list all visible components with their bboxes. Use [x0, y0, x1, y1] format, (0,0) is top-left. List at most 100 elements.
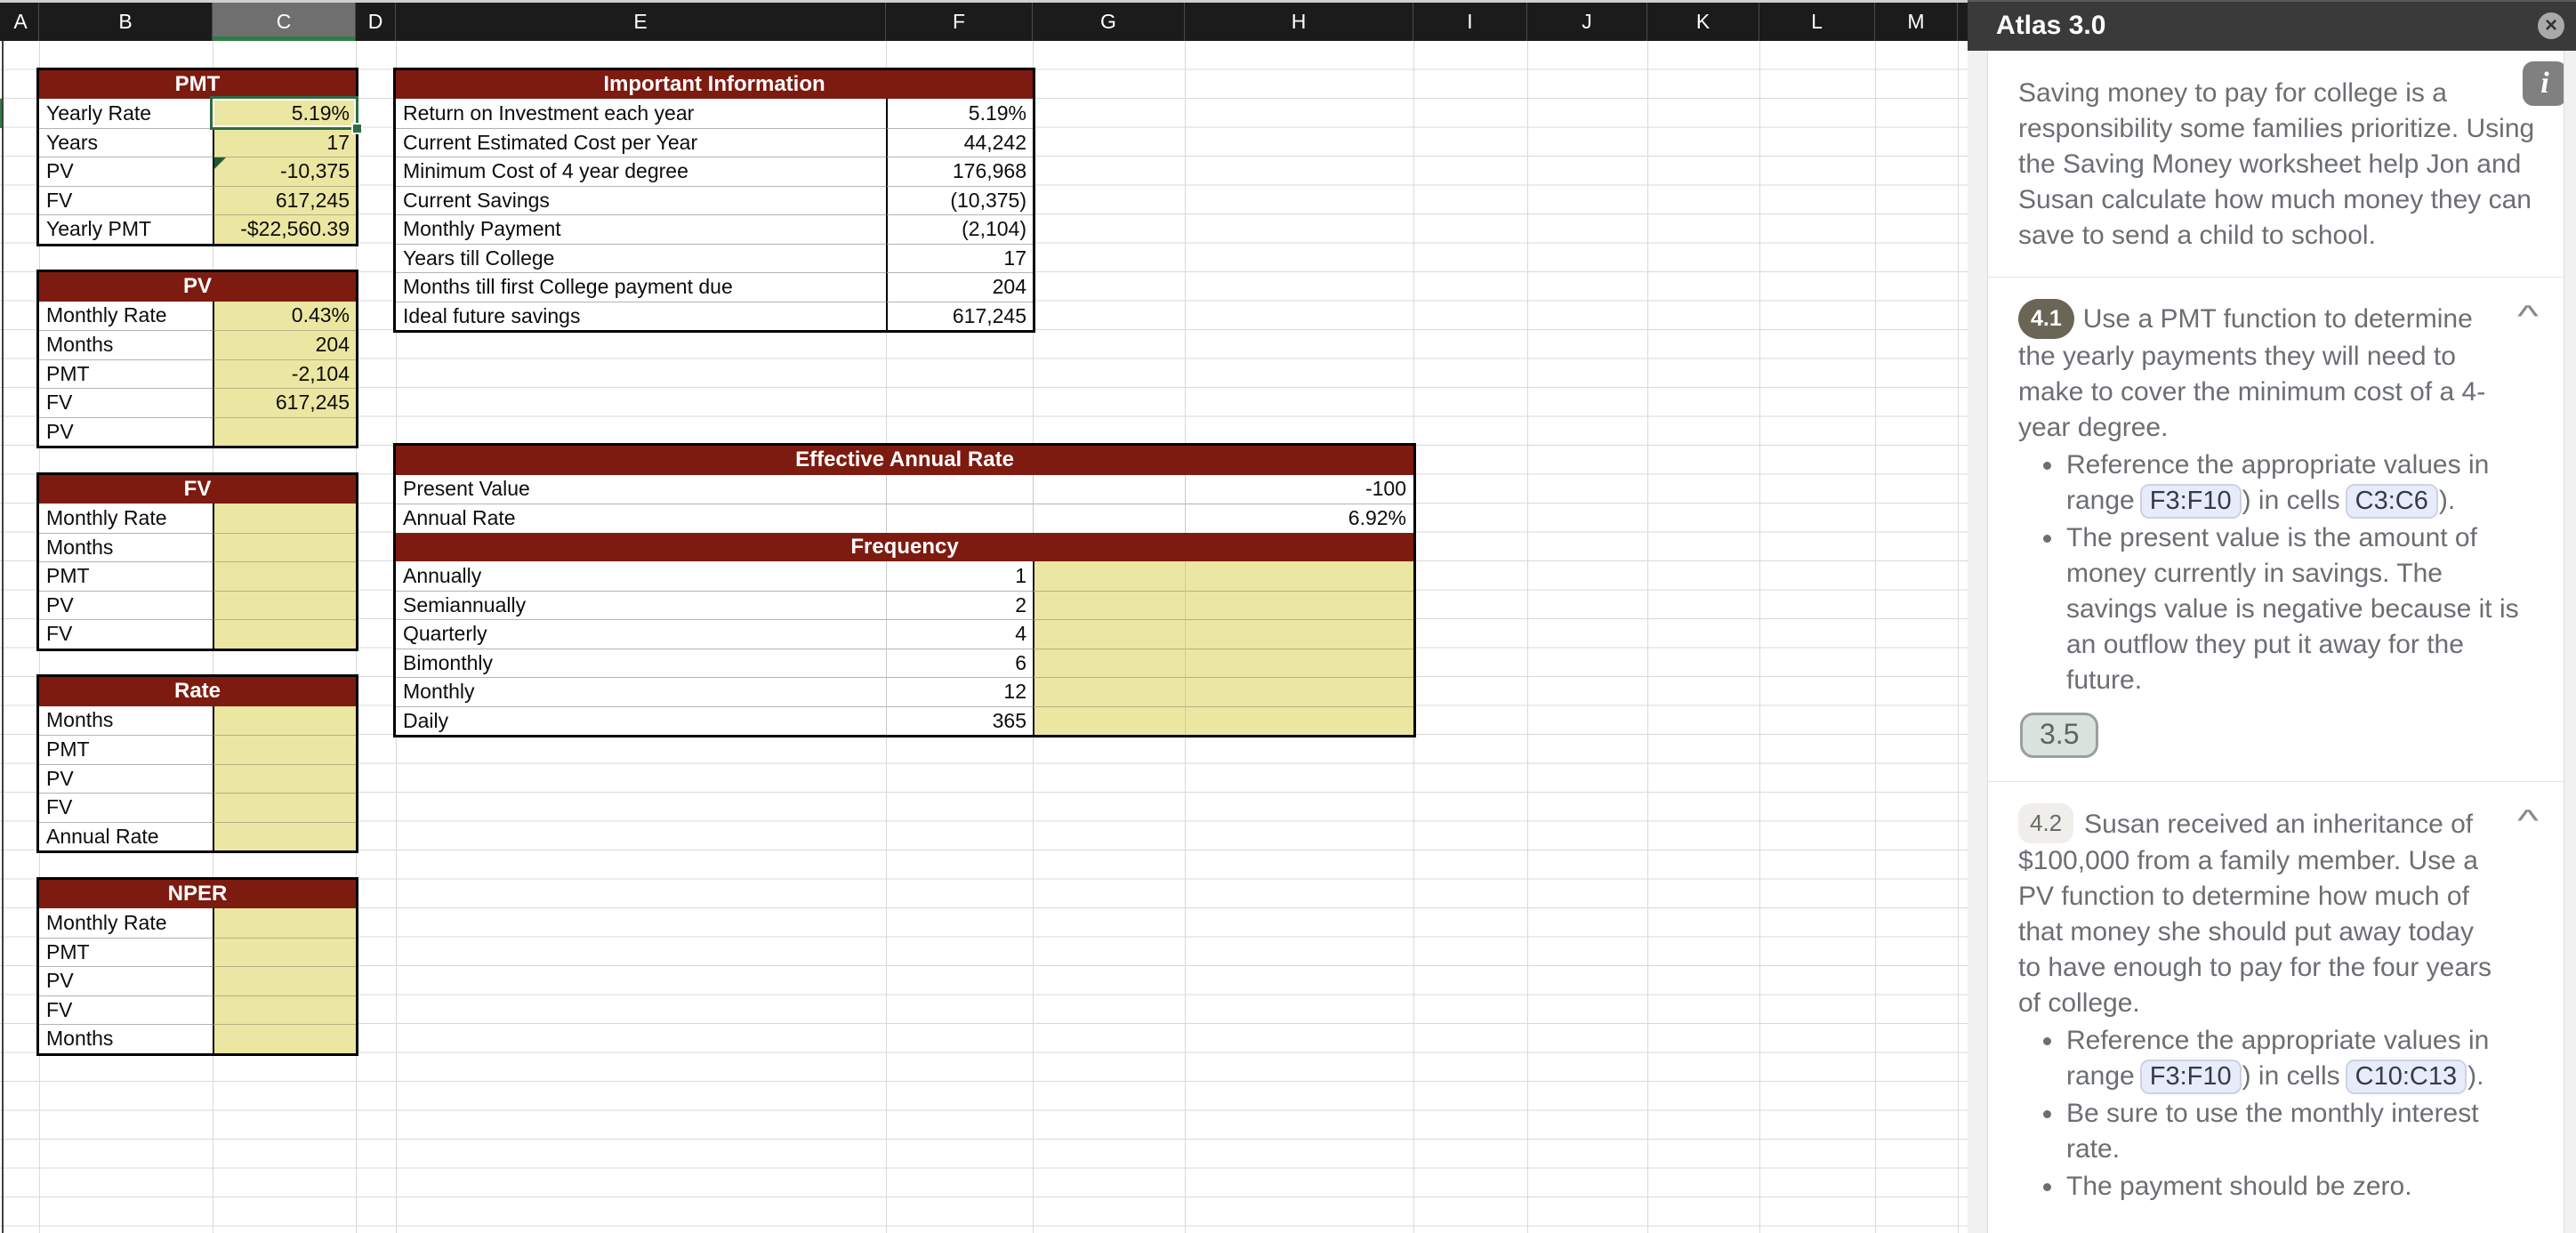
- cell-f22[interactable]: 6: [886, 648, 1033, 677]
- cell-e3[interactable]: Return on Investment each year: [396, 99, 886, 128]
- cell-c20[interactable]: [213, 590, 356, 619]
- collapse-chevron-icon[interactable]: ^: [2517, 804, 2539, 838]
- cell-range-chip[interactable]: F3:F10: [2139, 484, 2242, 519]
- step-badge-3-5[interactable]: 3.5: [2020, 713, 2099, 758]
- cell-e23[interactable]: Monthly: [396, 677, 886, 706]
- cell-e8[interactable]: Years till College: [396, 243, 886, 272]
- cell-e6[interactable]: Current Savings: [396, 185, 886, 214]
- cell-b17[interactable]: Monthly Rate: [39, 504, 213, 533]
- cell-f4[interactable]: 44,242: [886, 127, 1033, 157]
- cell-c10[interactable]: 0.43%: [213, 301, 356, 330]
- cell-f24[interactable]: 365: [886, 705, 1033, 735]
- cell-h24[interactable]: [1185, 705, 1413, 735]
- cell-b33[interactable]: PV: [39, 966, 213, 995]
- cell-c4[interactable]: 17: [213, 127, 356, 157]
- cell-g20[interactable]: [1033, 590, 1185, 619]
- cell-c26[interactable]: [213, 763, 356, 793]
- cell-c27[interactable]: [213, 793, 356, 822]
- cell-e24[interactable]: Daily: [396, 705, 886, 736]
- column-header-j[interactable]: J: [1527, 3, 1647, 41]
- cell-c12[interactable]: -2,104: [213, 359, 356, 388]
- column-header-c-selected[interactable]: C: [213, 3, 356, 41]
- cell-g21[interactable]: [1033, 619, 1185, 649]
- cell-b13[interactable]: FV: [39, 388, 213, 417]
- cell-f6[interactable]: (10,375): [886, 185, 1033, 214]
- cell-e9[interactable]: Months till first College payment due: [396, 272, 886, 302]
- cell-b35[interactable]: Months: [39, 1024, 213, 1053]
- cell-b26[interactable]: PV: [39, 763, 213, 793]
- info-icon[interactable]: i: [2523, 61, 2564, 106]
- cell-b34[interactable]: FV: [39, 995, 213, 1024]
- cell-b11[interactable]: Months: [39, 330, 213, 359]
- cell-c21[interactable]: [213, 619, 356, 649]
- cell-range-chip[interactable]: C10:C13: [2345, 1060, 2467, 1094]
- collapse-chevron-icon[interactable]: ^: [2517, 300, 2539, 334]
- cell-b32[interactable]: PMT: [39, 937, 213, 966]
- column-header-b[interactable]: B: [39, 3, 213, 41]
- cell-b24[interactable]: Months: [39, 705, 213, 735]
- column-header-k[interactable]: K: [1647, 3, 1759, 41]
- cell-h19[interactable]: [1185, 561, 1413, 591]
- cell-c13[interactable]: 617,245: [213, 388, 356, 417]
- column-header-l[interactable]: L: [1759, 3, 1875, 41]
- cell-c17[interactable]: [213, 504, 356, 533]
- cell-c24[interactable]: [213, 705, 356, 735]
- cell-c32[interactable]: [213, 937, 356, 966]
- cell-b20[interactable]: PV: [39, 590, 213, 619]
- cell-range-chip[interactable]: C3:C6: [2345, 484, 2438, 519]
- cell-f5[interactable]: 176,968: [886, 157, 1033, 186]
- cell-b4[interactable]: Years: [39, 127, 213, 157]
- cell-g22[interactable]: [1033, 648, 1185, 677]
- cell-c7[interactable]: -$22,560.39: [213, 214, 356, 244]
- column-header-a[interactable]: A: [3, 3, 39, 41]
- cell-c3[interactable]: 5.19%: [213, 99, 356, 128]
- cell-e5[interactable]: Minimum Cost of 4 year degree: [396, 157, 886, 186]
- cell-b7[interactable]: Yearly PMT: [39, 214, 213, 244]
- fill-handle[interactable]: [351, 123, 363, 134]
- cell-h17[interactable]: 6.92%: [1185, 504, 1413, 533]
- cell-b18[interactable]: Months: [39, 532, 213, 561]
- cell-b10[interactable]: Monthly Rate: [39, 301, 213, 330]
- column-header-h[interactable]: H: [1185, 3, 1413, 41]
- cell-range-chip[interactable]: F3:F10: [2139, 1060, 2242, 1094]
- cell-f9[interactable]: 204: [886, 272, 1033, 302]
- cell-b28[interactable]: Annual Rate: [39, 821, 213, 850]
- cell-e16[interactable]: Present Value: [403, 477, 530, 501]
- cell-e4[interactable]: Current Estimated Cost per Year: [396, 127, 886, 157]
- cell-e22[interactable]: Bimonthly: [396, 648, 886, 678]
- cell-f17[interactable]: [886, 504, 1033, 533]
- cell-b31[interactable]: Monthly Rate: [39, 908, 213, 938]
- cell-g24[interactable]: [1033, 705, 1185, 735]
- cell-b12[interactable]: PMT: [39, 359, 213, 388]
- cell-f21[interactable]: 4: [886, 619, 1033, 649]
- cell-f19[interactable]: 1: [886, 561, 1033, 591]
- cell-c34[interactable]: [213, 995, 356, 1024]
- column-header-g[interactable]: G: [1033, 3, 1185, 41]
- selected-cell-c3[interactable]: [210, 96, 363, 134]
- cell-f3[interactable]: 5.19%: [886, 99, 1033, 128]
- cell-g23[interactable]: [1033, 677, 1185, 706]
- cell-e7[interactable]: Monthly Payment: [396, 214, 886, 244]
- cell-f23[interactable]: 12: [886, 677, 1033, 706]
- cell-h21[interactable]: [1185, 619, 1413, 649]
- cell-b25[interactable]: PMT: [39, 735, 213, 764]
- cell-c19[interactable]: [213, 561, 356, 591]
- cell-c28[interactable]: [213, 821, 356, 850]
- cell-b6[interactable]: FV: [39, 185, 213, 214]
- cell-b5[interactable]: PV: [39, 157, 213, 186]
- cell-g16[interactable]: [1033, 474, 1185, 504]
- cell-h23[interactable]: [1185, 677, 1413, 706]
- cell-h16[interactable]: -100: [1185, 474, 1413, 504]
- cell-f8[interactable]: 17: [886, 243, 1033, 272]
- cell-c5[interactable]: -10,375: [213, 157, 356, 186]
- cell-h20[interactable]: [1185, 590, 1413, 619]
- cell-b3[interactable]: Yearly Rate: [39, 99, 213, 128]
- cell-e19[interactable]: Annually: [403, 563, 482, 587]
- cell-c18[interactable]: [213, 532, 356, 561]
- cell-f20[interactable]: 2: [886, 590, 1033, 619]
- close-icon[interactable]: ×: [2538, 12, 2564, 39]
- column-header-f[interactable]: F: [886, 3, 1033, 41]
- cell-f16[interactable]: [886, 474, 1033, 504]
- cell-h22[interactable]: [1185, 648, 1413, 677]
- cell-e17[interactable]: Annual Rate: [396, 504, 886, 533]
